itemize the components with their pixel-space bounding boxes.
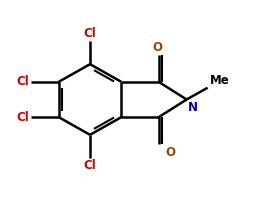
Text: O: O: [166, 146, 176, 159]
Text: Me: Me: [210, 74, 230, 87]
Text: O: O: [153, 41, 163, 54]
Text: Cl: Cl: [84, 27, 96, 40]
Text: Cl: Cl: [84, 159, 96, 172]
Text: Cl: Cl: [17, 75, 30, 88]
Text: N: N: [188, 101, 198, 114]
Text: Cl: Cl: [17, 111, 30, 124]
